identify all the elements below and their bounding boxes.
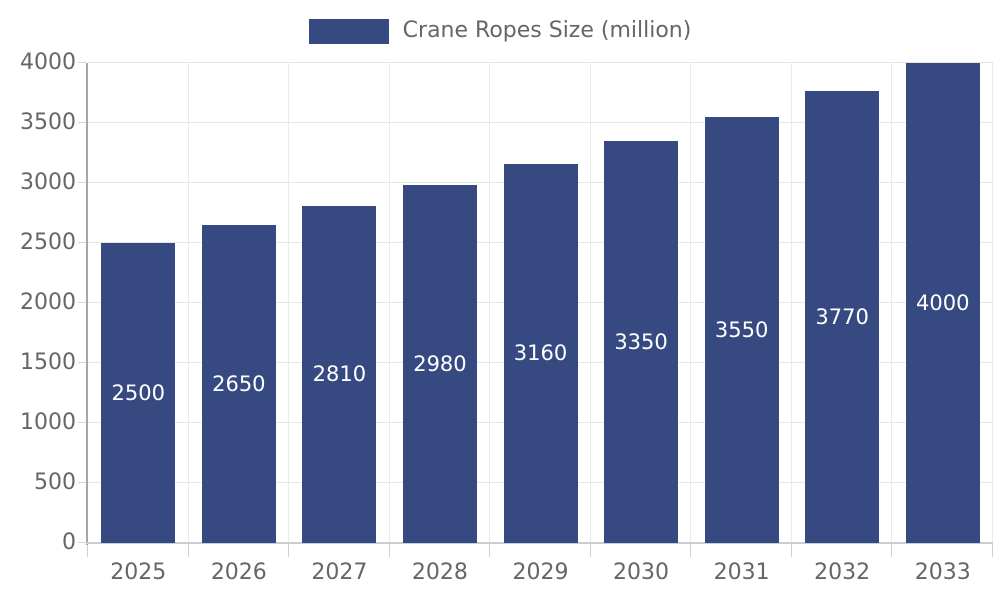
y-axis-tick <box>78 122 86 123</box>
y-axis-tick <box>78 362 86 363</box>
bar-value-label: 2500 <box>111 381 165 405</box>
bar[interactable]: 2500 <box>101 243 176 543</box>
bar-value-label: 2650 <box>212 372 266 396</box>
x-axis-tick <box>187 543 189 557</box>
bar[interactable]: 2980 <box>402 185 477 543</box>
y-axis-label: 1500 <box>20 350 76 375</box>
x-axis-label: 2031 <box>713 560 770 585</box>
bar-value-label: 2980 <box>413 352 467 377</box>
gridline-vertical <box>288 63 290 543</box>
x-axis-tick <box>790 543 792 557</box>
y-axis-tick <box>78 62 86 63</box>
y-axis-label: 4000 <box>20 50 76 75</box>
y-axis-label: 3500 <box>20 110 76 135</box>
x-axis-tick <box>288 543 290 557</box>
bar[interactable]: 3160 <box>503 163 578 543</box>
x-axis-label: 2025 <box>110 560 167 585</box>
gridline-vertical <box>489 63 491 543</box>
y-axis-tick <box>78 242 86 243</box>
x-axis-label: 2029 <box>512 560 569 585</box>
y-axis-tick <box>78 422 86 423</box>
x-axis-label: 2028 <box>411 560 468 585</box>
gridline-vertical <box>690 63 692 543</box>
gridline-horizontal <box>88 62 993 63</box>
bar[interactable]: 2650 <box>201 225 276 543</box>
y-axis-label: 0 <box>62 530 76 555</box>
x-axis-tick <box>589 543 591 557</box>
legend-label: Crane Ropes Size (million) <box>402 18 692 43</box>
x-axis-tick <box>87 543 88 557</box>
bar-value-label: 3550 <box>714 318 769 342</box>
bar-value-label: 3770 <box>815 304 869 329</box>
y-axis-line <box>86 63 88 545</box>
y-axis-label: 500 <box>34 470 76 495</box>
x-axis-label: 2033 <box>914 560 971 585</box>
x-axis-label: 2026 <box>210 560 267 585</box>
bar[interactable]: 3350 <box>604 141 679 543</box>
gridline-vertical <box>992 63 993 543</box>
y-axis-tick <box>78 302 86 303</box>
y-axis-label: 2000 <box>20 290 76 315</box>
y-axis-tick <box>78 482 86 483</box>
y-axis-label: 1000 <box>20 410 76 435</box>
bar[interactable]: 2810 <box>302 205 377 543</box>
legend-item[interactable]: Crane Ropes Size (million) <box>0 17 1000 45</box>
x-axis-tick <box>388 543 390 557</box>
gridline-vertical <box>790 63 792 543</box>
bar[interactable]: 3550 <box>704 117 779 543</box>
bar[interactable]: 4000 <box>905 63 980 543</box>
bar-value-label: 4000 <box>915 291 970 315</box>
x-axis-tick <box>891 543 893 557</box>
bar-value-label: 3350 <box>614 330 668 354</box>
x-axis-label: 2027 <box>311 560 368 585</box>
gridline-vertical <box>891 63 893 543</box>
bar-value-label: 3160 <box>513 341 568 366</box>
bar-value-label: 2810 <box>312 362 367 387</box>
x-axis-tick <box>690 543 692 557</box>
gridline-vertical <box>187 63 189 543</box>
x-axis-tick <box>489 543 491 557</box>
x-axis-tick <box>992 543 993 557</box>
gridline-vertical <box>589 63 591 543</box>
x-axis-label: 2030 <box>613 560 670 585</box>
x-axis-label: 2032 <box>814 560 871 585</box>
y-axis-label: 2500 <box>20 230 76 255</box>
plot-area: 0 500 1000 1500 2000 2500 3000 3500 4000 2500 2025… <box>20 50 993 585</box>
y-axis-tick <box>78 542 86 543</box>
x-axis-line <box>86 542 993 544</box>
gridline-horizontal <box>88 122 993 123</box>
y-axis-tick <box>78 182 86 183</box>
gridline-vertical <box>388 63 390 543</box>
bar[interactable]: 3770 <box>805 90 880 543</box>
legend-swatch <box>308 18 389 44</box>
y-axis-label: 3000 <box>20 170 76 195</box>
